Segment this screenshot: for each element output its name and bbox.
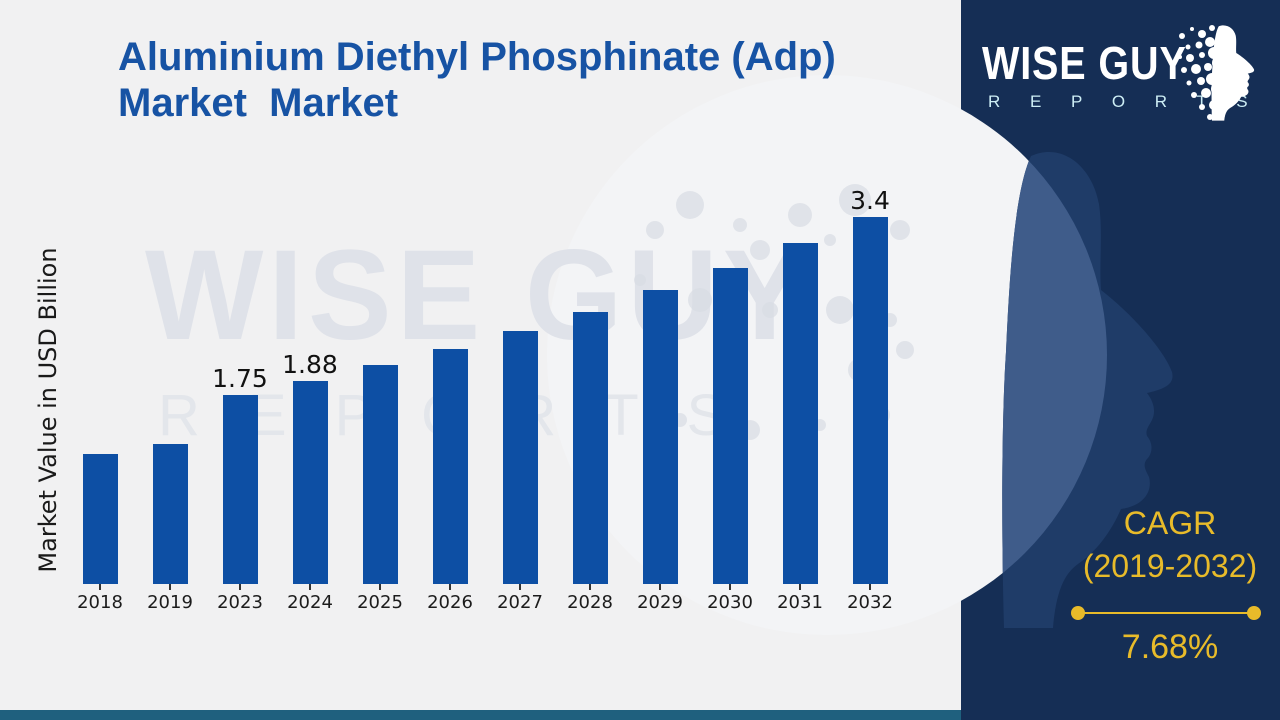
x-tick-label-2032: 2032 [847,592,893,613]
cagr-heading: CAGR [1123,505,1217,541]
x-tick-label-2031: 2031 [777,592,823,613]
title-line-2: Market Market [118,81,399,125]
bar-2024 [292,381,328,584]
x-tick-label-2029: 2029 [637,592,683,613]
logo-reports-text: R E P O R T S [988,92,1261,111]
x-tick-2032 [869,584,871,590]
x-tick-label-2027: 2027 [497,592,543,613]
x-tick-2030 [729,584,731,590]
x-tick-label-2025: 2025 [357,592,403,613]
x-tick-label-2030: 2030 [707,592,753,613]
bar-2030 [712,268,748,584]
logo-wiseguy-text: WISE GUY [982,37,1187,89]
x-tick-2029 [659,584,661,590]
x-tick-2019 [169,584,171,590]
title-line-1: Aluminium Diethyl Phosphinate (Adp) [118,35,836,79]
cagr-value: 7.68% [1121,628,1219,666]
x-tick-2026 [449,584,451,590]
bar-2025 [362,365,398,584]
cagr-range: (2019-2032) [1082,548,1258,584]
bar-2032 [852,217,888,584]
cagr-line-right-dot [1247,606,1261,620]
logo-face-icon [1178,25,1255,121]
bar-2031 [782,243,818,584]
bar-2026 [432,349,468,584]
cagr-block: CAGR (2019-2032) [1062,505,1278,585]
face-silhouette-art [1002,151,1173,628]
x-tick-label-2019: 2019 [147,592,193,613]
page-title: Aluminium Diethyl Phosphinate (Adp) Mark… [118,34,836,126]
x-tick-label-2024: 2024 [287,592,333,613]
value-label-2024: 1.88 [282,350,338,379]
x-tick-2031 [799,584,801,590]
x-tick-label-2026: 2026 [427,592,473,613]
bar-2023 [222,395,258,584]
bar-2027 [502,331,538,584]
x-tick-2024 [309,584,311,590]
face-silhouette [1002,151,1173,628]
x-tick-2025 [379,584,381,590]
x-tick-label-2028: 2028 [567,592,613,613]
x-tick-label-2018: 2018 [77,592,123,613]
cagr-divider-line [1071,606,1261,620]
x-tick-label-2023: 2023 [217,592,263,613]
y-axis-label: Market Value in USD Billion [34,247,62,573]
value-label-2023: 1.75 [212,364,268,393]
bar-2028 [572,312,608,584]
bar-2018 [82,454,118,584]
cagr-line-left-dot [1071,606,1085,620]
x-tick-2023 [239,584,241,590]
bottom-accent-strip [0,710,1280,720]
value-label-2032: 3.4 [850,186,890,215]
bar-2029 [642,290,678,584]
x-tick-2018 [99,584,101,590]
bar-2019 [152,444,188,584]
x-tick-2027 [519,584,521,590]
x-tick-2028 [589,584,591,590]
brand-logo: WISE GUY R E P O R T S [982,36,1260,112]
